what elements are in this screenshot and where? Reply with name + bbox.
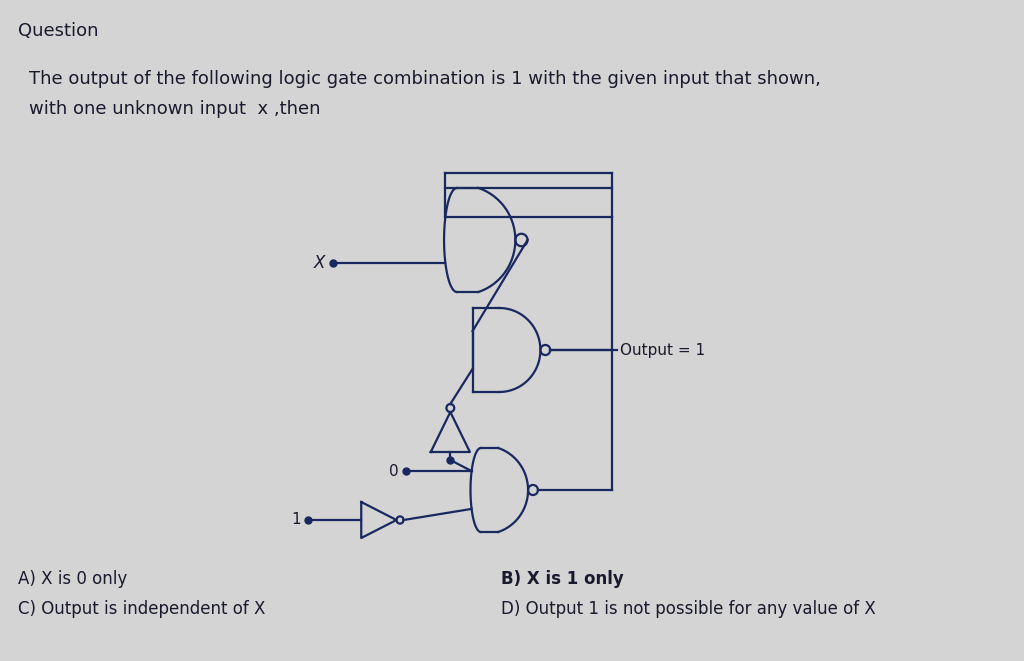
Text: 1: 1 [291,512,301,527]
Text: Output = 1: Output = 1 [620,342,705,358]
Text: X: X [313,254,325,272]
Text: C) Output is independent of X: C) Output is independent of X [17,600,265,618]
Text: The output of the following logic gate combination is 1 with the given input tha: The output of the following logic gate c… [30,70,821,88]
Text: D) Output 1 is not possible for any value of X: D) Output 1 is not possible for any valu… [501,600,876,618]
Text: with one unknown input  x ,then: with one unknown input x ,then [30,100,321,118]
Text: B) X is 1 only: B) X is 1 only [501,570,624,588]
Text: 0: 0 [389,463,398,479]
Text: Question: Question [17,22,98,40]
Text: A) X is 0 only: A) X is 0 only [17,570,127,588]
